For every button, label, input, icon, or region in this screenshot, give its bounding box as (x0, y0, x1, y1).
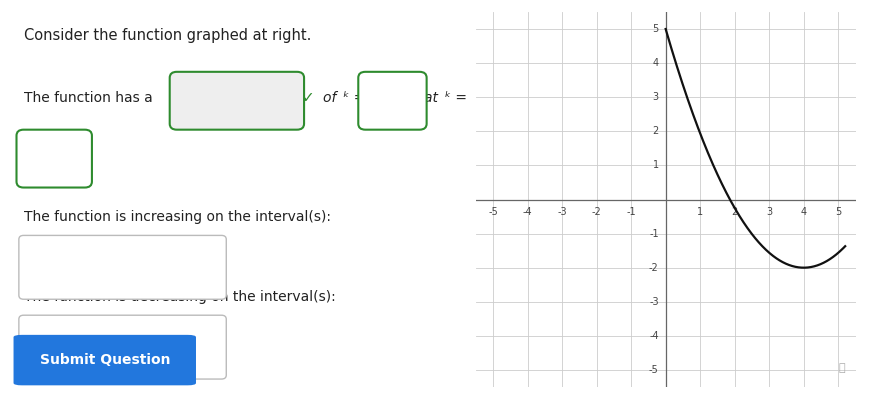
Text: minimum: minimum (186, 91, 245, 104)
Text: The function has a: The function has a (24, 91, 152, 105)
Text: 4: 4 (32, 149, 40, 162)
Text: ✓: ✓ (302, 90, 314, 105)
Text: 5: 5 (835, 207, 842, 217)
Text: of  ᵏ =: of ᵏ = (323, 91, 365, 105)
Text: -2: -2 (649, 263, 659, 273)
Text: 5: 5 (652, 24, 659, 34)
Text: -4: -4 (650, 331, 659, 341)
Text: -1: -1 (626, 207, 636, 217)
Text: ✓: ✓ (391, 90, 404, 105)
FancyBboxPatch shape (17, 130, 92, 188)
Text: 4: 4 (653, 58, 659, 68)
Text: -2: -2 (371, 91, 383, 104)
Text: ✓: ✓ (54, 148, 67, 163)
Text: -1: -1 (650, 229, 659, 239)
FancyBboxPatch shape (19, 315, 226, 379)
Text: Submit Question: Submit Question (39, 353, 170, 367)
Text: 2: 2 (652, 126, 659, 136)
Text: -3: -3 (650, 297, 659, 307)
Text: -5: -5 (488, 207, 498, 217)
Text: 1: 1 (698, 207, 704, 217)
FancyBboxPatch shape (14, 335, 196, 385)
Text: 2: 2 (732, 207, 738, 217)
Text: 1: 1 (653, 160, 659, 170)
Text: The function is increasing on the interval(s):: The function is increasing on the interv… (24, 210, 331, 225)
Text: The function is decreasing on the interval(s):: The function is decreasing on the interv… (24, 290, 335, 304)
Text: -2: -2 (592, 207, 601, 217)
Text: -3: -3 (557, 207, 567, 217)
Text: -4: -4 (523, 207, 533, 217)
Text: 🔍: 🔍 (839, 363, 845, 373)
FancyBboxPatch shape (358, 72, 427, 130)
Text: 3: 3 (653, 92, 659, 102)
Text: -5: -5 (649, 365, 659, 375)
Text: Consider the function graphed at right.: Consider the function graphed at right. (24, 28, 311, 43)
Text: ↕: ↕ (259, 93, 269, 103)
Text: 4: 4 (801, 207, 807, 217)
FancyBboxPatch shape (19, 235, 226, 299)
FancyBboxPatch shape (169, 72, 304, 130)
Text: at  ᵏ =: at ᵏ = (424, 91, 467, 105)
Text: 3: 3 (766, 207, 773, 217)
